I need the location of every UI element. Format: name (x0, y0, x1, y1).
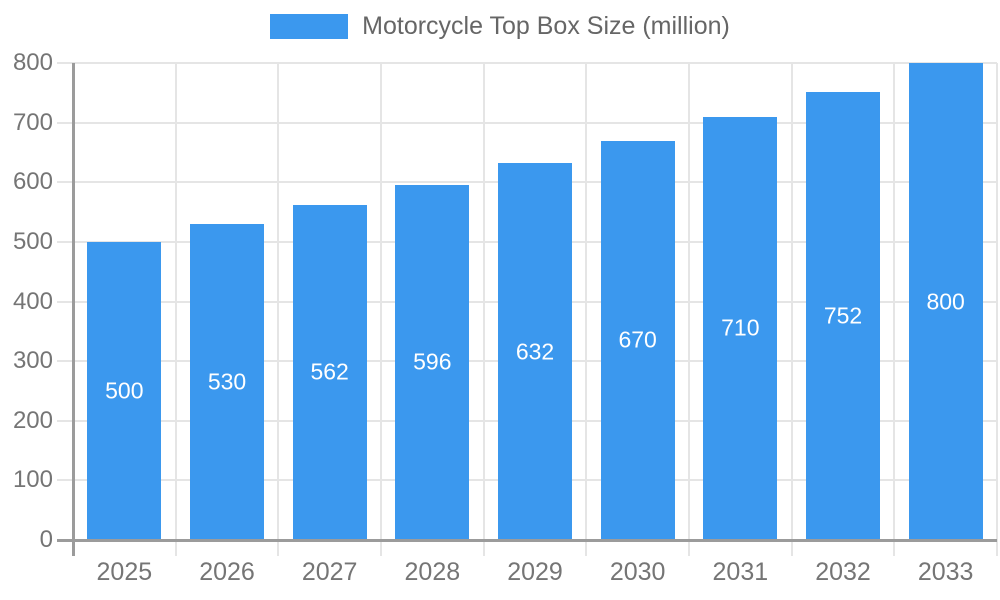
x-axis-tick-label: 2032 (815, 558, 871, 586)
bar-2025[interactable] (87, 241, 162, 540)
x-axis-tick-label: 2026 (199, 558, 255, 586)
bar-2028[interactable] (395, 184, 470, 540)
v-gridline (996, 63, 998, 556)
y-axis-tick-label: 600 (12, 168, 53, 196)
v-gridline (893, 63, 896, 556)
x-axis-tick-label: 2027 (301, 558, 358, 586)
bar-2026[interactable] (190, 223, 264, 540)
v-gridline (277, 63, 280, 556)
x-axis-tick-label: 2028 (404, 558, 461, 586)
x-axis-tick-label: 2029 (507, 558, 563, 586)
bar-value-label: 752 (823, 302, 863, 329)
y-tick-mark (57, 181, 73, 184)
legend-swatch-icon (270, 14, 349, 39)
y-tick-mark (57, 121, 73, 124)
v-gridline (174, 63, 177, 556)
v-gridline (482, 63, 485, 556)
legend-label: Motorcycle Top Box Size (million) (362, 12, 730, 40)
y-tick-mark (57, 479, 73, 482)
v-gridline (790, 63, 793, 556)
bar-value-label: 670 (618, 326, 657, 353)
y-axis-tick-label: 200 (12, 406, 53, 434)
bar-2032[interactable] (806, 91, 880, 540)
legend[interactable]: Motorcycle Top Box Size (million) (0, 14, 1000, 39)
y-axis-tick-label: 0 (39, 526, 53, 553)
bar-value-label: 632 (515, 338, 555, 365)
x-axis-tick-label: 2030 (609, 558, 666, 586)
bar-value-label: 596 (413, 348, 452, 375)
bar-2033[interactable] (908, 63, 983, 540)
y-tick-mark (57, 419, 73, 422)
x-axis-tick-label: 2025 (96, 558, 153, 586)
bar-value-label: 530 (207, 368, 247, 395)
bar-2027[interactable] (292, 204, 367, 540)
y-axis-tick-label: 700 (12, 108, 53, 136)
bar-2031[interactable] (703, 116, 778, 540)
x-axis-line (57, 538, 997, 542)
bar-2030[interactable] (600, 140, 675, 540)
y-axis-tick-label: 500 (12, 227, 53, 255)
y-axis-tick-label: 800 (12, 49, 53, 76)
bar-value-label: 800 (926, 288, 965, 314)
bar-2029[interactable] (498, 163, 572, 540)
h-gridline (73, 121, 997, 124)
y-axis-tick-label: 100 (12, 466, 53, 494)
v-gridline (585, 63, 588, 556)
y-axis-tick-label: 300 (12, 347, 53, 375)
h-gridline (73, 62, 997, 64)
y-axis-line (71, 63, 75, 556)
y-tick-mark (57, 300, 73, 303)
bar-value-label: 500 (105, 377, 144, 404)
bar-value-label: 710 (721, 314, 760, 341)
y-tick-mark (57, 360, 73, 363)
v-gridline (380, 63, 382, 556)
y-tick-mark (57, 62, 73, 64)
y-axis-tick-label: 400 (12, 287, 53, 315)
x-axis-tick-label: 2033 (917, 558, 974, 586)
bar-value-label: 562 (310, 358, 349, 385)
x-axis-tick-label: 2031 (712, 558, 769, 586)
v-gridline (688, 63, 690, 556)
y-tick-mark (57, 240, 73, 243)
